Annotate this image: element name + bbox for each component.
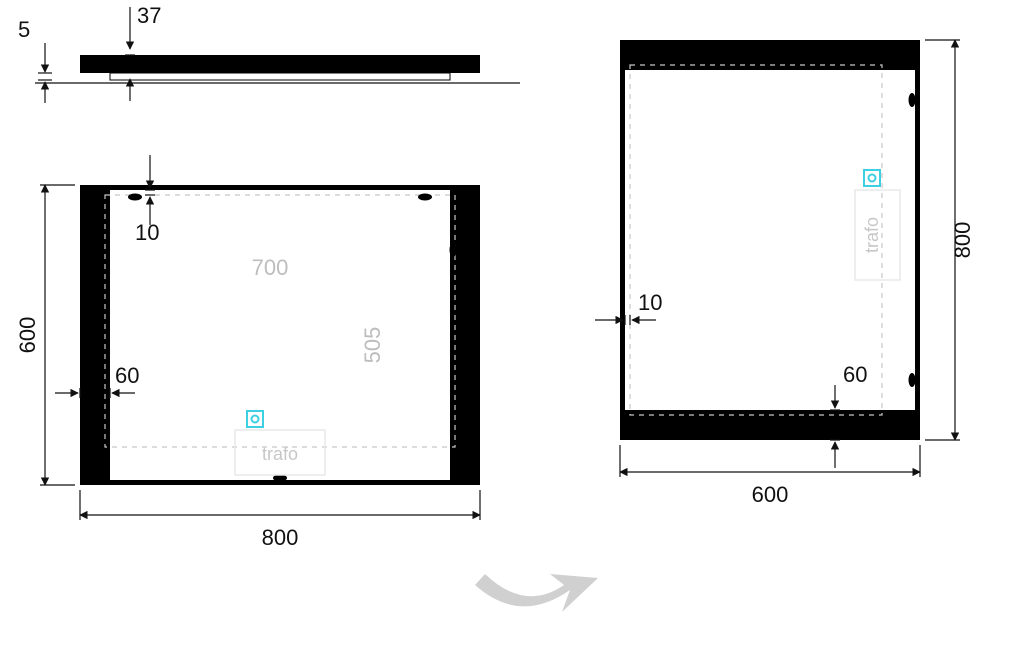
dim-bar-60-portrait: 60 (843, 362, 867, 387)
dim-lip-5: 5 (18, 17, 30, 42)
mount-hole (651, 429, 665, 436)
dim-width-600: 600 (752, 482, 789, 507)
mount-hole (909, 373, 916, 387)
mount-hole (418, 194, 432, 201)
dim-inner-height-505: 505 (360, 327, 385, 364)
front-portrait-view: trafo 600 800 10 60 (595, 40, 975, 507)
mount-hole (128, 194, 142, 201)
dim-margin-10: 10 (135, 220, 159, 245)
dim-height-600: 600 (15, 317, 40, 354)
side-panel-lip (110, 73, 450, 80)
front-landscape-view: trafo 800 600 10 60 700 505 (15, 155, 480, 550)
portrait-trafo-label: trafo (862, 217, 882, 253)
rotation-arrow-icon (475, 574, 598, 612)
mount-hole (450, 243, 457, 257)
dim-height-800: 800 (950, 222, 975, 259)
dim-depth-37: 37 (137, 3, 161, 28)
dim-inner-width-700: 700 (252, 255, 289, 280)
mount-hole (909, 93, 916, 107)
mount-hole (763, 45, 777, 52)
side-frame-bar (80, 55, 480, 73)
landscape-inner-panel (110, 190, 450, 480)
dim-sidebar-60: 60 (115, 363, 139, 388)
dim-margin-10-portrait: 10 (638, 290, 662, 315)
dim-width-800: 800 (262, 525, 299, 550)
side-elevation-view: 37 5 (18, 3, 520, 103)
landscape-trafo-label: trafo (262, 444, 298, 464)
mount-hole (875, 429, 889, 436)
